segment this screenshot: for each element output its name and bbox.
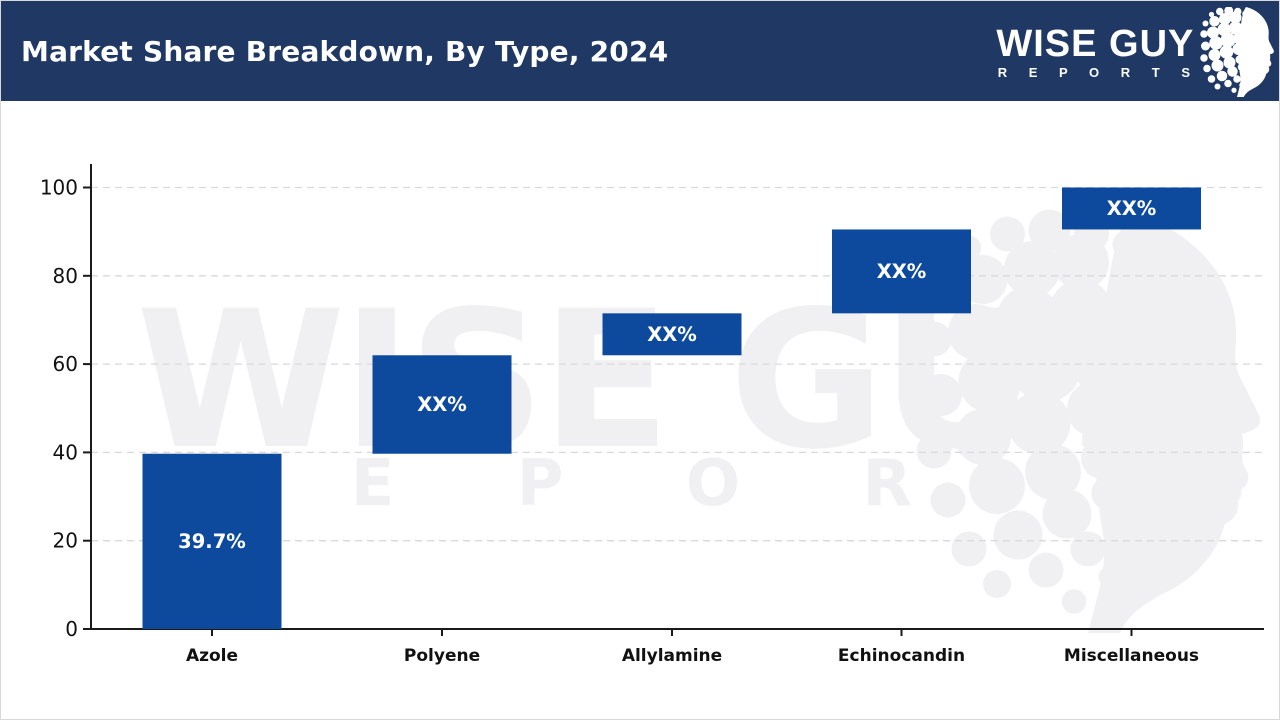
bar-label-miscellaneous: XX% <box>1107 197 1157 220</box>
logo-wordmark: WISE GUY R E P O R T S <box>992 25 1199 79</box>
logo-head-icon <box>1200 7 1274 97</box>
y-tick-label-0: 0 <box>65 617 78 641</box>
page-title: Market Share Breakdown, By Type, 2024 <box>21 34 669 68</box>
bar-allylamine <box>602 313 742 356</box>
chart-area: WISE GUY R E P O R T S 0 20 40 60 80 100 39.7% Az… <box>1 101 1279 719</box>
logo-wordmark-line1: WISE GUY <box>996 23 1195 65</box>
wiseguy-logo: WISE GUY R E P O R T S <box>992 7 1275 97</box>
logo-wordmark-line2: R E P O R T S <box>997 65 1199 80</box>
category-label-allylamine: Allylamine <box>622 646 722 666</box>
category-label-echinocandin: Echinocandin <box>838 646 965 666</box>
header: Market Share Breakdown, By Type, 2024 WI… <box>1 1 1279 101</box>
bar-label-echinocandin: XX% <box>877 260 927 283</box>
y-tick-label-40: 40 <box>53 440 78 464</box>
bar-label-allylamine: XX% <box>647 323 697 346</box>
bar-label-azole: 39.7% <box>178 530 246 553</box>
bar-miscellaneous <box>1062 187 1201 230</box>
y-tick-label-80: 80 <box>53 264 78 288</box>
bar-echinocandin <box>832 229 971 314</box>
y-tick-label-60: 60 <box>53 352 78 376</box>
category-label-azole: Azole <box>186 646 238 666</box>
y-tick-label-20: 20 <box>53 529 78 553</box>
bar-label-polyene: XX% <box>417 393 467 416</box>
category-label-polyene: Polyene <box>404 646 480 666</box>
bar-polyene <box>372 355 512 454</box>
category-label-miscellaneous: Miscellaneous <box>1064 646 1199 666</box>
bar-azole <box>142 453 282 629</box>
y-tick-label-100: 100 <box>40 176 78 200</box>
